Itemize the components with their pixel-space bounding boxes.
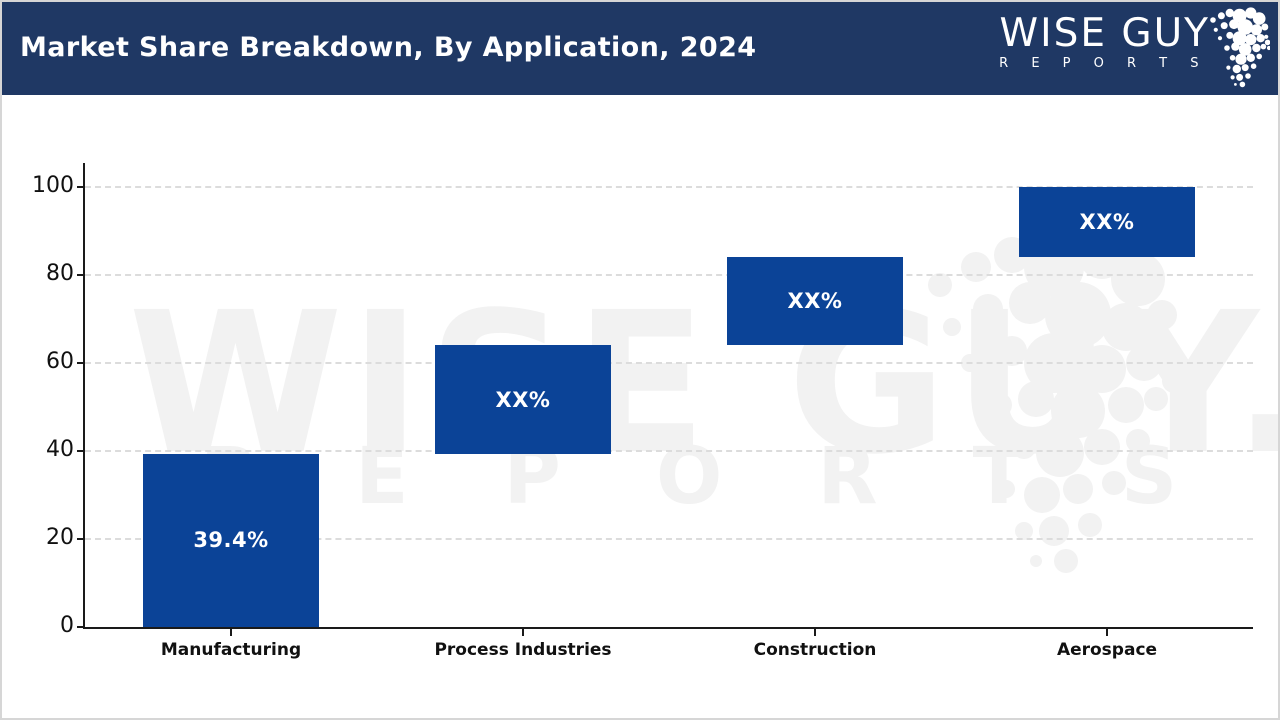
y-axis-tick-label: 40	[46, 437, 74, 462]
y-axis-line	[83, 163, 85, 629]
bar-value-label: XX%	[787, 289, 843, 314]
y-axis-tick-mark	[77, 538, 85, 540]
x-axis-category-label: Process Industries	[434, 640, 612, 660]
y-gridline	[85, 538, 1253, 540]
y-gridline	[85, 274, 1253, 276]
x-axis-tick-mark	[1106, 629, 1108, 636]
y-axis-tick-label: 80	[46, 261, 74, 286]
y-axis-tick-mark	[77, 626, 85, 628]
y-axis-tick-mark	[77, 450, 85, 452]
bar-aerospace: XX%	[1019, 187, 1195, 258]
logo-text: WISE GUY R E P O R T S	[999, 11, 1210, 71]
x-axis-category-label: Aerospace	[1056, 640, 1158, 660]
x-axis-tick-mark	[522, 629, 524, 636]
bar-construction: XX%	[727, 257, 903, 346]
x-axis-category-label: Manufacturing	[160, 640, 302, 660]
wise-guy-reports-logo: WISE GUY R E P O R T S	[999, 6, 1270, 90]
page-title: Market Share Breakdown, By Application, …	[20, 32, 757, 63]
y-axis-tick-mark	[77, 186, 85, 188]
x-axis-tick-mark	[230, 629, 232, 636]
y-axis-tick-label: 60	[46, 349, 74, 374]
logo-wiseguy-label: WISE GUY	[999, 11, 1210, 56]
y-axis-tick-label: 100	[32, 173, 74, 198]
x-axis-line	[83, 627, 1253, 629]
y-gridline	[85, 186, 1253, 188]
bar-manufacturing: 39.4%	[143, 453, 319, 627]
bar-value-label: XX%	[1079, 210, 1135, 235]
y-axis-tick-mark	[77, 274, 85, 276]
watermark-face-dots	[928, 231, 1180, 573]
bar-process-industries: XX%	[435, 345, 611, 454]
y-axis-tick-mark	[77, 362, 85, 364]
y-axis-tick-label: 0	[60, 613, 74, 638]
y-gridline	[85, 362, 1253, 364]
logo-reports-label: R E P O R T S	[999, 55, 1208, 71]
y-axis-tick-label: 20	[46, 525, 74, 550]
bar-value-label: 39.4%	[193, 528, 269, 553]
header: Market Share Breakdown, By Application, …	[0, 0, 1280, 95]
logo-face-icon	[1210, 7, 1270, 88]
x-axis-tick-mark	[814, 629, 816, 636]
bar-value-label: XX%	[495, 387, 551, 412]
y-gridline	[85, 450, 1253, 452]
x-axis-category-label: Construction	[753, 640, 877, 660]
